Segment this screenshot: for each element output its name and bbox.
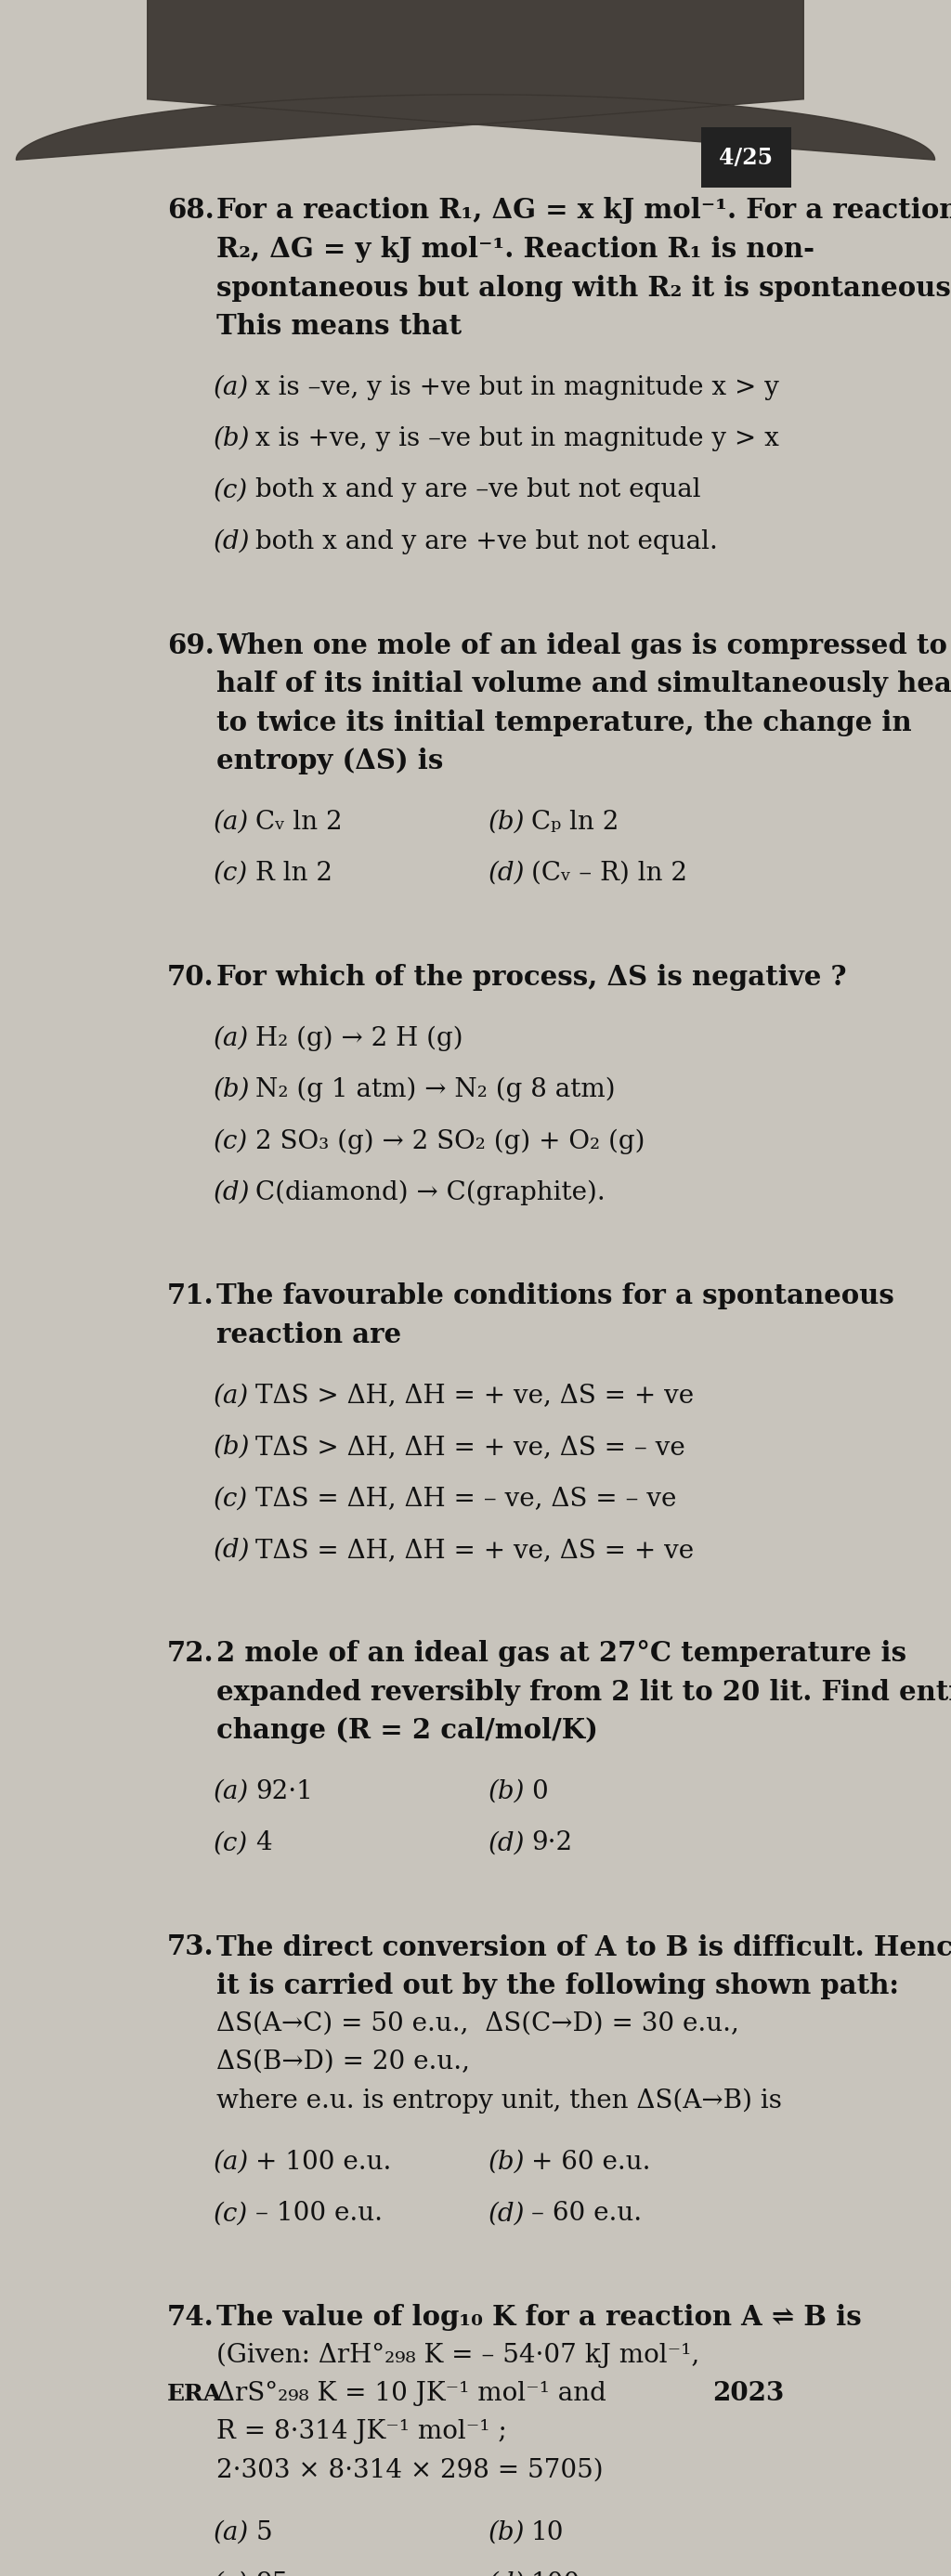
Text: (b): (b) xyxy=(489,2148,525,2174)
Text: + 60 e.u.: + 60 e.u. xyxy=(532,2148,650,2174)
Text: – 100 e.u.: – 100 e.u. xyxy=(256,2200,383,2226)
Text: The direct conversion of A to B is difficult. Hence,: The direct conversion of A to B is diffi… xyxy=(216,1935,951,1960)
Text: 4: 4 xyxy=(256,1832,272,1855)
Text: (b): (b) xyxy=(489,1780,525,1803)
Text: where e.u. is entropy unit, then ΔS(A→B) is: where e.u. is entropy unit, then ΔS(A→B)… xyxy=(216,2087,782,2112)
Text: ΔrS°₂₉₈ K = 10 JK⁻¹ mol⁻¹ and: ΔrS°₂₉₈ K = 10 JK⁻¹ mol⁻¹ and xyxy=(216,2380,606,2406)
Text: (d): (d) xyxy=(489,2571,525,2576)
Text: 70.: 70. xyxy=(167,963,214,992)
Text: This means that: This means that xyxy=(216,314,461,340)
Text: TΔS > ΔH, ΔH = + ve, ΔS = + ve: TΔS > ΔH, ΔH = + ve, ΔS = + ve xyxy=(256,1383,694,1409)
Text: 68.: 68. xyxy=(167,198,214,224)
Text: (b): (b) xyxy=(213,1077,250,1103)
Text: For a reaction R₁, ΔG = x kJ mol⁻¹. For a reaction: For a reaction R₁, ΔG = x kJ mol⁻¹. For … xyxy=(216,198,951,224)
Text: (d): (d) xyxy=(213,1538,250,1564)
Text: x is –ve, y is +ve but in magnitude x > y: x is –ve, y is +ve but in magnitude x > … xyxy=(256,376,780,399)
Text: – 60 e.u.: – 60 e.u. xyxy=(532,2200,642,2226)
Text: to twice its initial temperature, the change in: to twice its initial temperature, the ch… xyxy=(216,708,912,737)
Text: (a): (a) xyxy=(213,809,248,835)
Text: R ln 2: R ln 2 xyxy=(256,860,333,886)
Text: reaction are: reaction are xyxy=(216,1321,401,1347)
Text: (d): (d) xyxy=(213,528,250,554)
Text: 73.: 73. xyxy=(167,1935,214,1960)
Text: + 100 e.u.: + 100 e.u. xyxy=(256,2148,392,2174)
Text: The favourable conditions for a spontaneous: The favourable conditions for a spontane… xyxy=(216,1283,894,1309)
Text: (a): (a) xyxy=(213,1780,248,1803)
Text: Cₚ ln 2: Cₚ ln 2 xyxy=(532,809,619,835)
Text: (d): (d) xyxy=(213,1180,250,1206)
Text: (a): (a) xyxy=(213,2519,248,2545)
Text: spontaneous but along with R₂ it is spontaneous.: spontaneous but along with R₂ it is spon… xyxy=(216,276,951,301)
Text: (d): (d) xyxy=(489,2200,525,2226)
Text: 2 SO₃ (g) → 2 SO₂ (g) + O₂ (g): 2 SO₃ (g) → 2 SO₂ (g) + O₂ (g) xyxy=(256,1128,646,1154)
Text: (c): (c) xyxy=(213,2571,247,2576)
Text: 74.: 74. xyxy=(167,2303,214,2331)
Text: (b): (b) xyxy=(489,809,525,835)
Text: (a): (a) xyxy=(213,2148,248,2174)
Text: (c): (c) xyxy=(213,1128,247,1154)
Text: both x and y are –ve but not equal: both x and y are –ve but not equal xyxy=(256,477,701,502)
Text: 9·2: 9·2 xyxy=(532,1832,573,1855)
Text: (d): (d) xyxy=(489,1832,525,1855)
Text: ΔS(A→C) = 50 e.u.,  ΔS(C→D) = 30 e.u.,: ΔS(A→C) = 50 e.u., ΔS(C→D) = 30 e.u., xyxy=(216,2012,739,2035)
Text: ERA: ERA xyxy=(167,2383,223,2406)
Text: (a): (a) xyxy=(213,376,248,399)
Text: half of its initial volume and simultaneously heated: half of its initial volume and simultane… xyxy=(216,670,951,698)
Text: 2 mole of an ideal gas at 27°C temperature is: 2 mole of an ideal gas at 27°C temperatu… xyxy=(216,1641,906,1667)
Text: 0: 0 xyxy=(532,1780,548,1803)
Text: both x and y are +ve but not equal.: both x and y are +ve but not equal. xyxy=(256,528,718,554)
Text: (c): (c) xyxy=(213,2200,247,2226)
Text: it is carried out by the following shown path:: it is carried out by the following shown… xyxy=(216,1973,899,1999)
Text: 10: 10 xyxy=(532,2519,564,2545)
FancyBboxPatch shape xyxy=(701,126,791,188)
Text: 92·1: 92·1 xyxy=(256,1780,313,1803)
Text: (b): (b) xyxy=(213,1435,250,1461)
Text: 69.: 69. xyxy=(167,631,214,659)
Text: (b): (b) xyxy=(489,2519,525,2545)
Text: (c): (c) xyxy=(213,477,247,502)
Text: R = 8·314 JK⁻¹ mol⁻¹ ;: R = 8·314 JK⁻¹ mol⁻¹ ; xyxy=(216,2419,507,2445)
Text: TΔS > ΔH, ΔH = + ve, ΔS = – ve: TΔS > ΔH, ΔH = + ve, ΔS = – ve xyxy=(256,1435,686,1461)
Text: The value of log₁₀ K for a reaction A ⇌ B is: The value of log₁₀ K for a reaction A ⇌ … xyxy=(216,2303,862,2331)
Text: 2023: 2023 xyxy=(712,2380,784,2406)
Text: 4/25: 4/25 xyxy=(719,147,773,170)
Text: 100: 100 xyxy=(532,2571,581,2576)
Text: 95: 95 xyxy=(256,2571,288,2576)
Text: (a): (a) xyxy=(213,1383,248,1409)
Text: 2·303 × 8·314 × 298 = 5705): 2·303 × 8·314 × 298 = 5705) xyxy=(216,2458,603,2483)
Text: (c): (c) xyxy=(213,1486,247,1512)
Text: (Given: ΔrH°₂₉₈ K = – 54·07 kJ mol⁻¹,: (Given: ΔrH°₂₉₈ K = – 54·07 kJ mol⁻¹, xyxy=(216,2342,700,2367)
Text: 71.: 71. xyxy=(167,1283,214,1309)
Text: entropy (ΔS) is: entropy (ΔS) is xyxy=(216,747,443,775)
Text: C(diamond) → C(graphite).: C(diamond) → C(graphite). xyxy=(256,1180,606,1206)
Text: (c): (c) xyxy=(213,860,247,886)
Text: expanded reversibly from 2 lit to 20 lit. Find entropy: expanded reversibly from 2 lit to 20 lit… xyxy=(216,1680,951,1705)
Text: TΔS = ΔH, ΔH = + ve, ΔS = + ve: TΔS = ΔH, ΔH = + ve, ΔS = + ve xyxy=(256,1538,694,1564)
Text: When one mole of an ideal gas is compressed to: When one mole of an ideal gas is compres… xyxy=(216,631,947,659)
Text: change (R = 2 cal/mol/K): change (R = 2 cal/mol/K) xyxy=(216,1718,598,1744)
Text: (c): (c) xyxy=(213,1832,247,1855)
Text: (a): (a) xyxy=(213,1025,248,1051)
Text: 5: 5 xyxy=(256,2519,272,2545)
Text: (b): (b) xyxy=(213,425,250,451)
Text: N₂ (g 1 atm) → N₂ (g 8 atm): N₂ (g 1 atm) → N₂ (g 8 atm) xyxy=(256,1077,615,1103)
Text: (Cᵥ – R) ln 2: (Cᵥ – R) ln 2 xyxy=(532,860,688,886)
Text: H₂ (g) → 2 H (g): H₂ (g) → 2 H (g) xyxy=(256,1025,463,1051)
Text: x is +ve, y is –ve but in magnitude y > x: x is +ve, y is –ve but in magnitude y > … xyxy=(256,425,780,451)
Text: R₂, ΔG = y kJ mol⁻¹. Reaction R₁ is non-: R₂, ΔG = y kJ mol⁻¹. Reaction R₁ is non- xyxy=(216,237,814,263)
Text: 72.: 72. xyxy=(167,1641,214,1667)
Text: Cᵥ ln 2: Cᵥ ln 2 xyxy=(256,809,342,835)
Text: (d): (d) xyxy=(489,860,525,886)
Text: TΔS = ΔH, ΔH = – ve, ΔS = – ve: TΔS = ΔH, ΔH = – ve, ΔS = – ve xyxy=(256,1486,677,1512)
Text: ΔS(B→D) = 20 e.u.,: ΔS(B→D) = 20 e.u., xyxy=(216,2048,470,2074)
Text: For which of the process, ΔS is negative ?: For which of the process, ΔS is negative… xyxy=(216,963,846,992)
Polygon shape xyxy=(16,0,935,160)
